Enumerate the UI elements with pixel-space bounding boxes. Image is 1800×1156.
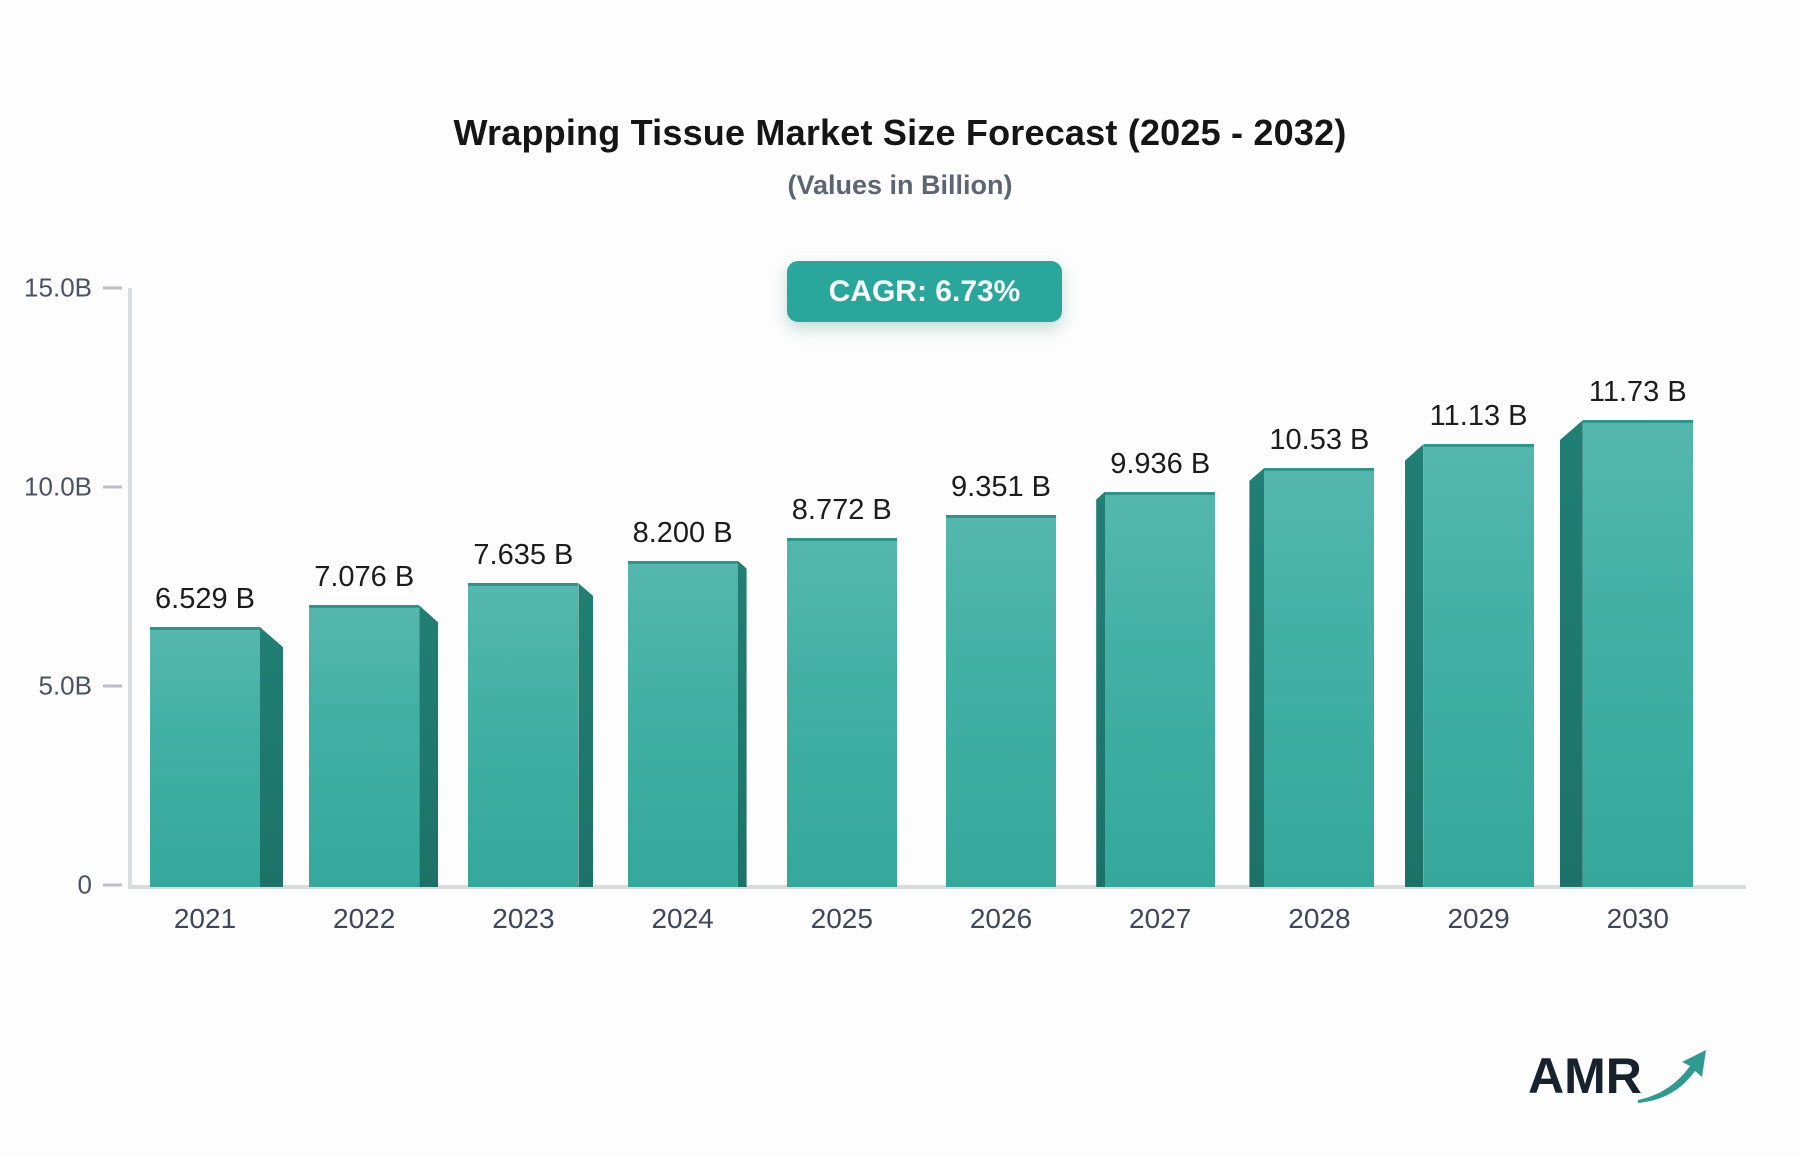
bar-value-label: 11.73 B [1588, 376, 1687, 409]
x-axis-year-label: 2028 [1288, 903, 1351, 934]
amr-logo: AMR [1528, 1036, 1728, 1116]
bar-side-face [1559, 420, 1583, 887]
chart-title: Wrapping Tissue Market Size Forecast (20… [453, 112, 1347, 153]
x-axis-year-label: 2026 [969, 903, 1033, 934]
bar-2022 [309, 605, 420, 887]
chart-subtitle: (Values in Billion) [787, 170, 1013, 200]
bar-value-label: 8.772 B [791, 493, 892, 526]
bar-2025 [786, 537, 897, 887]
y-axis-line [128, 288, 132, 889]
x-axis-year-label: 2025 [810, 903, 873, 934]
bar-side-face [1249, 467, 1265, 887]
bar-2023 [468, 583, 579, 887]
x-axis-year-label: 2024 [651, 903, 714, 934]
x-axis-year-label: 2021 [173, 903, 237, 934]
y-tick-mark [103, 684, 122, 688]
bar-2029 [1423, 444, 1534, 887]
y-tick-mark [103, 286, 122, 290]
bar-value-label: 10.53 B [1269, 423, 1370, 456]
bar-value-label: 7.635 B [473, 539, 574, 572]
bar-side-face [260, 627, 283, 887]
growth-arrow-icon [1634, 1044, 1712, 1111]
bar-2028 [1264, 467, 1375, 887]
logo-text: AMR [1528, 1048, 1642, 1104]
bar-side-face [737, 560, 747, 887]
bar-2027 [1105, 491, 1216, 887]
y-tick-label: 5.0B [38, 670, 93, 701]
bar-side-face [1404, 444, 1424, 887]
bar-value-label: 9.351 B [951, 470, 1051, 503]
bar-value-label: 9.936 B [1110, 447, 1211, 480]
bar-2024 [627, 560, 738, 887]
y-tick-label: 15.0B [24, 272, 92, 303]
bar-side-face [1096, 491, 1106, 887]
bar-value-label: 8.200 B [632, 516, 733, 549]
bar-2026 [946, 514, 1056, 887]
y-tick-label: 10.0B [24, 471, 92, 502]
x-axis-year-label: 2023 [492, 903, 555, 934]
y-tick-mark [103, 485, 122, 489]
bar-side-face [578, 583, 594, 887]
y-tick-label: 0 [77, 869, 92, 900]
x-axis-baseline [128, 885, 1746, 889]
y-tick-mark [103, 883, 122, 887]
x-axis-year-label: 2027 [1129, 903, 1192, 934]
bar-side-face [419, 605, 439, 887]
bar-2021 [150, 627, 260, 887]
x-axis-year-label: 2022 [333, 903, 396, 934]
bar-value-label: 7.076 B [314, 561, 415, 594]
bar-2030 [1582, 420, 1693, 887]
bar-value-label: 6.529 B [155, 583, 255, 616]
x-axis-year-label: 2030 [1606, 903, 1669, 934]
bar-value-label: 11.13 B [1429, 400, 1528, 433]
x-axis-year-label: 2029 [1447, 903, 1510, 934]
cagr-badge: CAGR: 6.73% [787, 261, 1062, 322]
